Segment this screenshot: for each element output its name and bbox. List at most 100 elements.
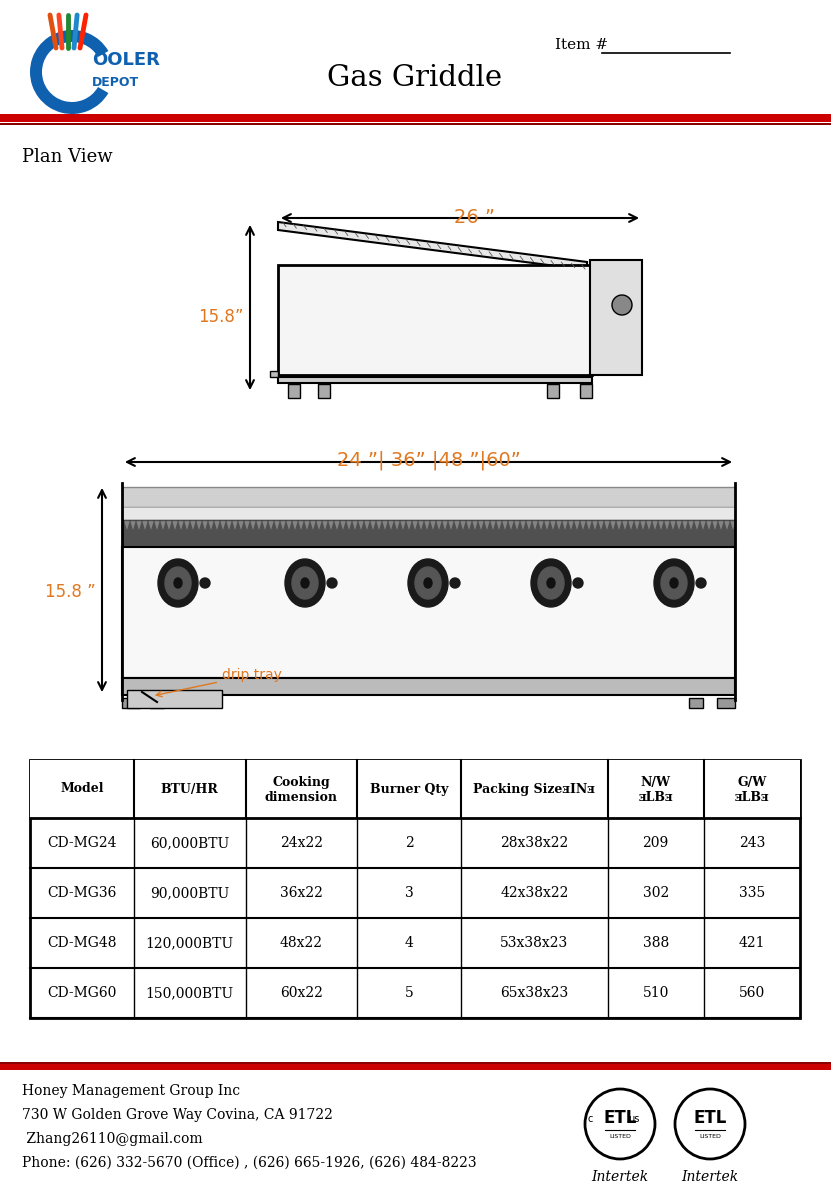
Text: OOLER: OOLER	[92, 50, 160, 68]
Polygon shape	[202, 520, 208, 530]
Polygon shape	[280, 520, 286, 530]
Polygon shape	[694, 520, 700, 530]
Polygon shape	[142, 520, 148, 530]
Ellipse shape	[531, 559, 571, 607]
Text: 730 W Golden Grove Way Covina, CA 91722: 730 W Golden Grove Way Covina, CA 91722	[22, 1108, 333, 1122]
Text: 90,000BTU: 90,000BTU	[150, 886, 229, 900]
Text: 120,000BTU: 120,000BTU	[145, 936, 234, 950]
Text: ETL: ETL	[693, 1109, 726, 1127]
Polygon shape	[466, 520, 472, 530]
Polygon shape	[586, 520, 592, 530]
Polygon shape	[298, 520, 304, 530]
Text: 150,000BTU: 150,000BTU	[145, 986, 234, 1000]
Bar	[122, 520, 735, 547]
Polygon shape	[730, 520, 736, 530]
Text: Model: Model	[60, 782, 104, 796]
Polygon shape	[442, 520, 448, 530]
Bar	[547, 384, 559, 398]
Polygon shape	[166, 520, 172, 530]
Polygon shape	[490, 520, 496, 530]
Text: LISTED: LISTED	[699, 1134, 721, 1139]
Ellipse shape	[670, 578, 678, 588]
Text: 4: 4	[405, 936, 414, 950]
Text: 36x22: 36x22	[280, 886, 323, 900]
Polygon shape	[316, 520, 322, 530]
Text: 48x22: 48x22	[280, 936, 323, 950]
Text: BTU/HR: BTU/HR	[161, 782, 219, 796]
Text: Intertek: Intertek	[681, 1170, 739, 1184]
Text: Item #: Item #	[555, 38, 608, 52]
Text: ETL: ETL	[603, 1109, 637, 1127]
Polygon shape	[256, 520, 262, 530]
Bar	[30, 760, 800, 818]
Polygon shape	[328, 520, 334, 530]
Polygon shape	[208, 520, 214, 530]
Polygon shape	[268, 520, 274, 530]
Bar	[122, 506, 735, 520]
Polygon shape	[262, 520, 268, 530]
Polygon shape	[286, 520, 292, 530]
Bar	[0, 1062, 831, 1064]
Bar	[270, 371, 278, 377]
Circle shape	[450, 578, 460, 588]
Polygon shape	[640, 520, 646, 530]
Bar	[278, 265, 592, 374]
Text: N/W: N/W	[641, 775, 671, 788]
Polygon shape	[652, 520, 658, 530]
Polygon shape	[532, 520, 538, 530]
Ellipse shape	[661, 566, 687, 599]
Bar	[717, 698, 735, 708]
Polygon shape	[214, 520, 220, 530]
Polygon shape	[346, 520, 352, 530]
Polygon shape	[448, 520, 454, 530]
Polygon shape	[544, 520, 550, 530]
Polygon shape	[646, 520, 652, 530]
Bar	[288, 384, 300, 398]
Polygon shape	[580, 520, 586, 530]
Ellipse shape	[292, 566, 318, 599]
Polygon shape	[472, 520, 478, 530]
Ellipse shape	[538, 566, 564, 599]
Text: Plan View: Plan View	[22, 148, 113, 166]
Polygon shape	[136, 520, 142, 530]
Polygon shape	[322, 520, 328, 530]
Text: 388: 388	[642, 936, 669, 950]
Polygon shape	[382, 520, 388, 530]
Polygon shape	[172, 520, 178, 530]
Polygon shape	[352, 520, 358, 530]
Polygon shape	[130, 520, 136, 530]
Polygon shape	[436, 520, 442, 530]
Bar	[689, 698, 703, 708]
Text: CD-MG48: CD-MG48	[47, 936, 116, 950]
Polygon shape	[364, 520, 370, 530]
Bar	[122, 678, 735, 695]
Polygon shape	[658, 520, 664, 530]
Text: 510: 510	[642, 986, 669, 1000]
Polygon shape	[574, 520, 580, 530]
Text: 65x38x23: 65x38x23	[500, 986, 568, 1000]
Bar	[127, 690, 222, 708]
Polygon shape	[304, 520, 310, 530]
Polygon shape	[394, 520, 400, 530]
Text: 2: 2	[405, 836, 414, 850]
Circle shape	[675, 1090, 745, 1159]
Circle shape	[612, 295, 632, 314]
Text: 60,000BTU: 60,000BTU	[150, 836, 229, 850]
Polygon shape	[358, 520, 364, 530]
Ellipse shape	[158, 559, 198, 607]
Polygon shape	[520, 520, 526, 530]
Bar	[30, 760, 800, 1018]
Text: 60x22: 60x22	[280, 986, 323, 1000]
Polygon shape	[538, 520, 544, 530]
Ellipse shape	[547, 578, 555, 588]
Polygon shape	[412, 520, 418, 530]
Polygon shape	[250, 520, 256, 530]
Ellipse shape	[174, 578, 182, 588]
Text: Burner Qty: Burner Qty	[370, 782, 449, 796]
Polygon shape	[526, 520, 532, 530]
Bar	[150, 698, 164, 708]
Ellipse shape	[285, 559, 325, 607]
Text: 421: 421	[739, 936, 765, 950]
Polygon shape	[418, 520, 424, 530]
Text: 15.8”: 15.8”	[199, 308, 244, 326]
